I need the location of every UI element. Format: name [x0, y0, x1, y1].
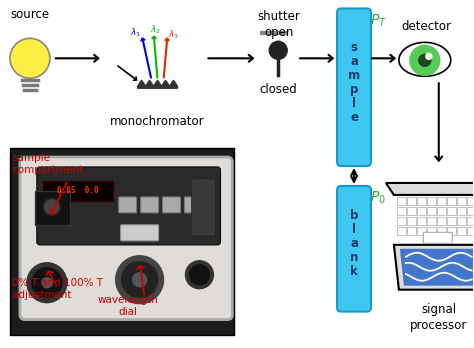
Polygon shape [400, 249, 474, 286]
FancyBboxPatch shape [438, 207, 446, 215]
Polygon shape [170, 80, 177, 88]
FancyBboxPatch shape [467, 207, 474, 215]
FancyBboxPatch shape [10, 148, 234, 334]
Polygon shape [399, 42, 451, 76]
FancyBboxPatch shape [163, 197, 181, 213]
FancyBboxPatch shape [37, 167, 220, 245]
Polygon shape [146, 80, 154, 88]
FancyBboxPatch shape [121, 225, 159, 241]
FancyBboxPatch shape [457, 218, 466, 226]
Text: $\lambda_2$: $\lambda_2$ [150, 23, 161, 35]
Polygon shape [137, 80, 146, 88]
FancyBboxPatch shape [20, 157, 232, 319]
FancyBboxPatch shape [417, 218, 426, 226]
Text: closed: closed [259, 83, 297, 96]
Polygon shape [394, 245, 474, 290]
Circle shape [185, 261, 213, 289]
Text: 0% T and 100% T
adjustment: 0% T and 100% T adjustment [12, 278, 103, 300]
FancyBboxPatch shape [427, 207, 436, 215]
Circle shape [190, 265, 210, 285]
Text: monochromator: monochromator [110, 115, 205, 128]
Circle shape [42, 278, 52, 288]
Circle shape [10, 38, 50, 78]
FancyBboxPatch shape [427, 218, 436, 226]
Text: shutter
open: shutter open [258, 10, 301, 39]
Circle shape [122, 262, 157, 298]
FancyBboxPatch shape [397, 227, 406, 235]
Circle shape [419, 54, 431, 66]
FancyBboxPatch shape [427, 197, 436, 205]
FancyBboxPatch shape [191, 179, 215, 236]
Circle shape [426, 53, 432, 59]
Text: sample
compartment: sample compartment [12, 153, 83, 175]
Circle shape [410, 45, 440, 75]
Circle shape [27, 263, 67, 303]
FancyBboxPatch shape [397, 207, 406, 215]
FancyBboxPatch shape [457, 227, 466, 235]
Text: s
a
m
p
l
e: s a m p l e [348, 41, 360, 124]
Circle shape [116, 256, 164, 304]
FancyBboxPatch shape [35, 191, 70, 225]
Circle shape [112, 16, 203, 108]
FancyBboxPatch shape [427, 227, 436, 235]
FancyBboxPatch shape [337, 8, 371, 166]
FancyBboxPatch shape [43, 181, 113, 201]
FancyBboxPatch shape [467, 227, 474, 235]
Text: wavelength
dial: wavelength dial [97, 295, 158, 317]
FancyBboxPatch shape [467, 197, 474, 205]
FancyBboxPatch shape [417, 227, 426, 235]
Polygon shape [154, 80, 162, 88]
Circle shape [43, 198, 61, 216]
Text: b
l
a
n
k: b l a n k [350, 209, 358, 278]
FancyBboxPatch shape [397, 218, 406, 226]
FancyBboxPatch shape [457, 197, 466, 205]
FancyBboxPatch shape [447, 197, 456, 205]
FancyBboxPatch shape [407, 207, 416, 215]
Circle shape [133, 273, 146, 287]
Text: signal
processor: signal processor [410, 303, 467, 332]
FancyBboxPatch shape [457, 207, 466, 215]
Circle shape [269, 41, 287, 59]
Text: $P_T$: $P_T$ [370, 12, 387, 29]
FancyBboxPatch shape [337, 186, 371, 311]
Text: $\lambda_1$: $\lambda_1$ [130, 26, 141, 39]
Text: detector: detector [402, 21, 452, 33]
Text: $\lambda_3$: $\lambda_3$ [168, 28, 179, 41]
Text: $P_0$: $P_0$ [370, 190, 386, 206]
FancyBboxPatch shape [141, 197, 159, 213]
FancyBboxPatch shape [438, 197, 446, 205]
FancyBboxPatch shape [118, 197, 137, 213]
FancyBboxPatch shape [447, 218, 456, 226]
FancyBboxPatch shape [417, 197, 426, 205]
Circle shape [45, 200, 59, 214]
FancyBboxPatch shape [467, 218, 474, 226]
FancyBboxPatch shape [438, 218, 446, 226]
Polygon shape [162, 80, 170, 88]
FancyBboxPatch shape [397, 197, 406, 205]
FancyBboxPatch shape [447, 227, 456, 235]
FancyBboxPatch shape [407, 218, 416, 226]
Polygon shape [386, 183, 474, 195]
FancyBboxPatch shape [12, 150, 232, 333]
FancyBboxPatch shape [184, 197, 202, 213]
FancyBboxPatch shape [447, 207, 456, 215]
Text: source: source [10, 8, 49, 22]
Text: 6.85  0.0: 6.85 0.0 [57, 187, 99, 196]
FancyBboxPatch shape [407, 227, 416, 235]
FancyBboxPatch shape [407, 197, 416, 205]
Circle shape [32, 268, 62, 298]
FancyBboxPatch shape [438, 227, 446, 235]
FancyBboxPatch shape [423, 232, 452, 243]
FancyBboxPatch shape [417, 207, 426, 215]
